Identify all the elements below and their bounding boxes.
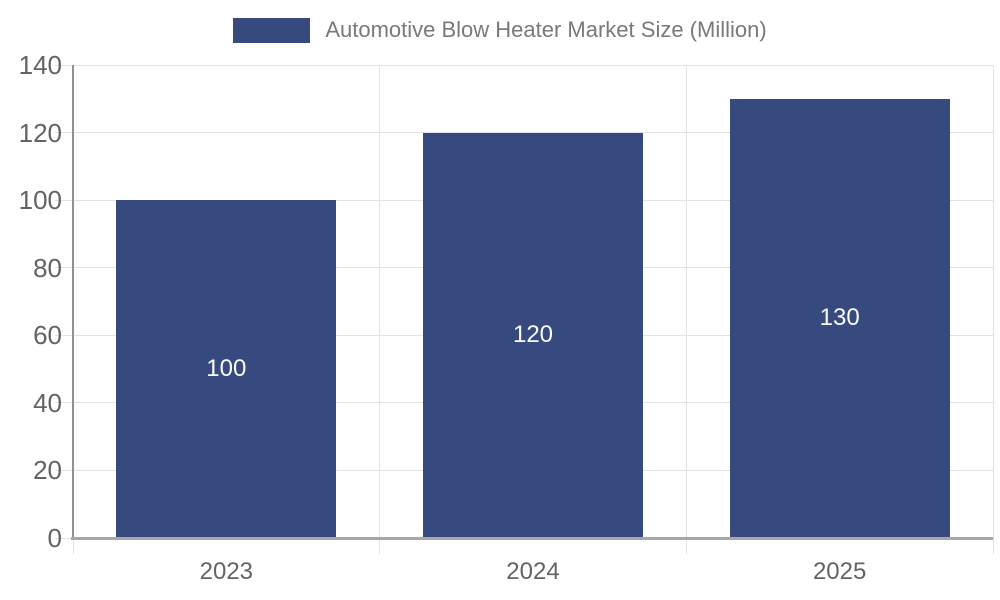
y-tick-label: 80 [33,252,62,283]
bar[interactable] [423,132,643,538]
y-axis-tick [55,537,72,539]
x-tick-label: 2023 [199,558,254,585]
y-tick-label: 60 [33,320,62,351]
y-axis-tick [55,334,72,336]
y-tick-label: 120 [18,117,62,148]
y-axis-tick [55,64,72,66]
bar-value-label: 120 [512,321,554,349]
y-tick-label: 0 [47,523,62,553]
y-tick-label: 140 [18,50,62,80]
y-tick-label: 100 [18,185,62,216]
y-axis-line [72,65,74,538]
y-gridline [73,64,993,66]
x-gridline [685,65,687,554]
bar[interactable] [729,98,950,538]
x-gridline [992,65,994,554]
x-gridline [379,65,381,554]
x-tick-label: 2024 [506,558,560,585]
x-tick-label: 2025 [812,558,867,585]
y-tick-label: 40 [33,387,62,418]
y-axis-tick [55,267,72,269]
legend-label: Automotive Blow Heater Market Size (Mill… [325,17,767,42]
bar[interactable] [116,200,337,538]
chart-legend: Automotive Blow Heater Market Size (Mill… [0,14,1000,46]
x-axis-tick [72,538,74,554]
bar-value-label: 100 [206,355,247,383]
y-axis-tick [55,199,72,201]
bar-value-label: 130 [819,304,860,332]
y-tick-label: 20 [33,455,62,486]
legend-swatch[interactable] [233,17,311,43]
y-axis-tick [55,469,72,471]
y-axis-tick [55,402,72,404]
x-axis-line [71,537,993,540]
y-axis-tick [55,132,72,134]
